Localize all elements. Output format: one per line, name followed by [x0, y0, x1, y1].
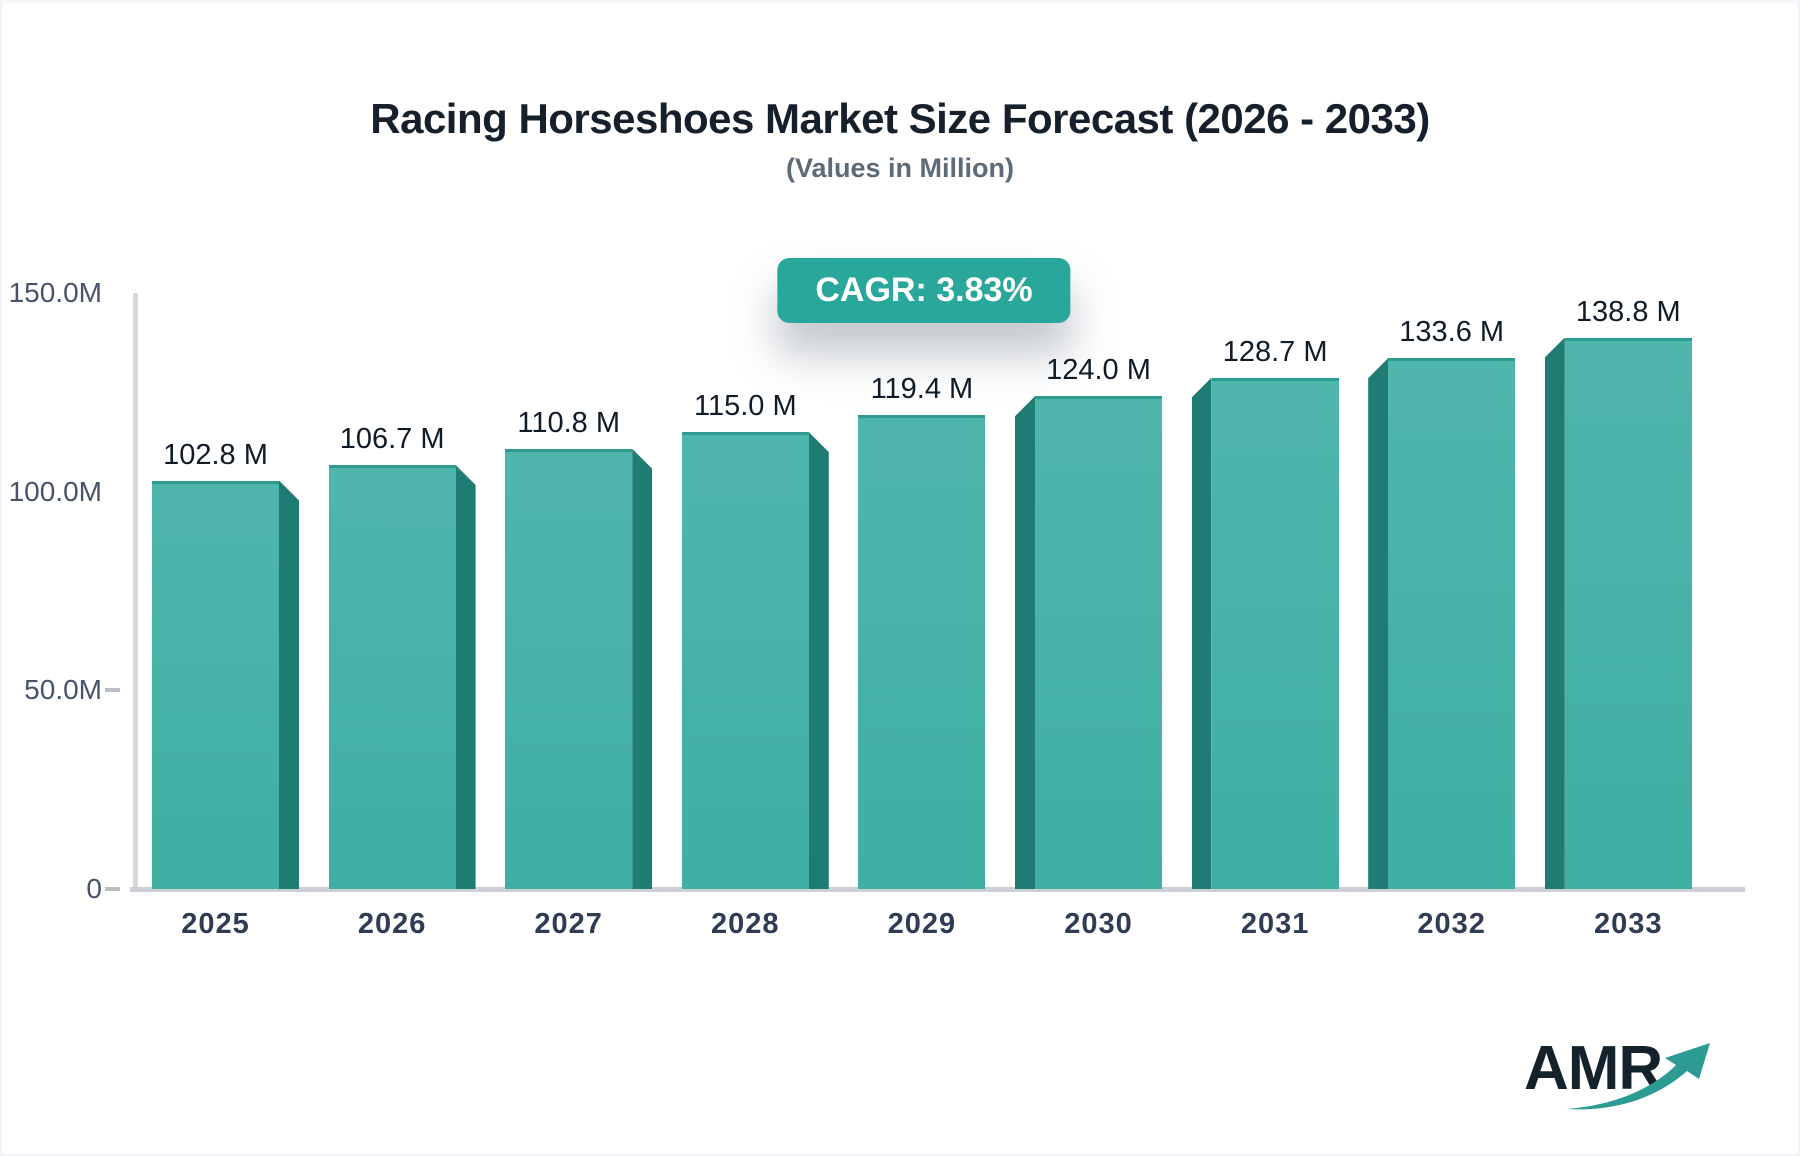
x-axis-year-label: 2033 [1594, 908, 1663, 940]
y-axis-tick-label: 0 [86, 873, 102, 904]
y-axis-tick-label: 150.0M [8, 277, 102, 308]
bar-value-label: 119.4 M [870, 372, 974, 405]
bar-value-label: 102.8 M [163, 438, 268, 471]
chart-title: Racing Horseshoes Market Size Forecast (… [370, 95, 1430, 142]
bar-face [505, 448, 633, 889]
bar-face [858, 414, 986, 889]
x-axis-year-label: 2026 [357, 908, 427, 940]
bar-face [152, 480, 279, 889]
bar-value-label: 115.0 M [693, 390, 797, 423]
bar-face [1564, 337, 1692, 889]
y-axis-tick-label: 50.0M [24, 674, 102, 706]
bar-value-label: 106.7 M [339, 423, 445, 456]
amr-logo: AMR [1524, 1033, 1764, 1123]
bar-side-face [808, 432, 829, 889]
bar-face [681, 432, 809, 889]
y-axis-tick-label: 100.0M [8, 475, 102, 507]
x-axis-year-label: 2032 [1417, 908, 1486, 940]
x-axis-year-label: 2025 [181, 908, 250, 940]
y-axis-tick-dash [105, 688, 120, 693]
x-axis-line [130, 887, 1745, 892]
bar-side-face [1191, 377, 1212, 889]
bar-side-face [1015, 396, 1035, 889]
bar-side-face [279, 480, 299, 889]
x-axis-year-label: 2027 [534, 908, 603, 940]
trend-arrow-icon [1566, 1043, 1710, 1110]
bar-side-face [1544, 337, 1565, 889]
bar-chart-plot: 150.0M 100.0M 50.0M 0 102.8 M 2025 106.7 M 2026… [2, 3, 1798, 1154]
bar-value-label: 124.0 M [1046, 354, 1151, 387]
bar-value-label: 128.7 M [1222, 335, 1328, 368]
bar-value-label: 133.6 M [1399, 316, 1505, 349]
chart-subtitle: (Values in Million) [785, 153, 1015, 183]
x-axis-year-label: 2029 [887, 908, 957, 940]
cagr-badge: CAGR: 3.83% [777, 258, 1071, 323]
y-axis-line [133, 293, 138, 891]
bar-face [328, 465, 456, 889]
bar-side-face [632, 448, 653, 889]
bar-value-label: 138.8 M [1575, 295, 1681, 328]
bar-value-label: 110.8 M [517, 406, 620, 439]
y-axis-tick-dash [105, 887, 120, 891]
bar-face [1211, 377, 1339, 889]
x-axis-year-label: 2030 [1064, 908, 1133, 940]
bar-side-face [1368, 358, 1389, 889]
bar-side-face [455, 465, 476, 889]
x-axis-year-label: 2031 [1240, 908, 1310, 940]
x-axis-year-label: 2028 [711, 908, 780, 940]
bar-face [1388, 358, 1516, 889]
bar-face [1035, 396, 1162, 889]
